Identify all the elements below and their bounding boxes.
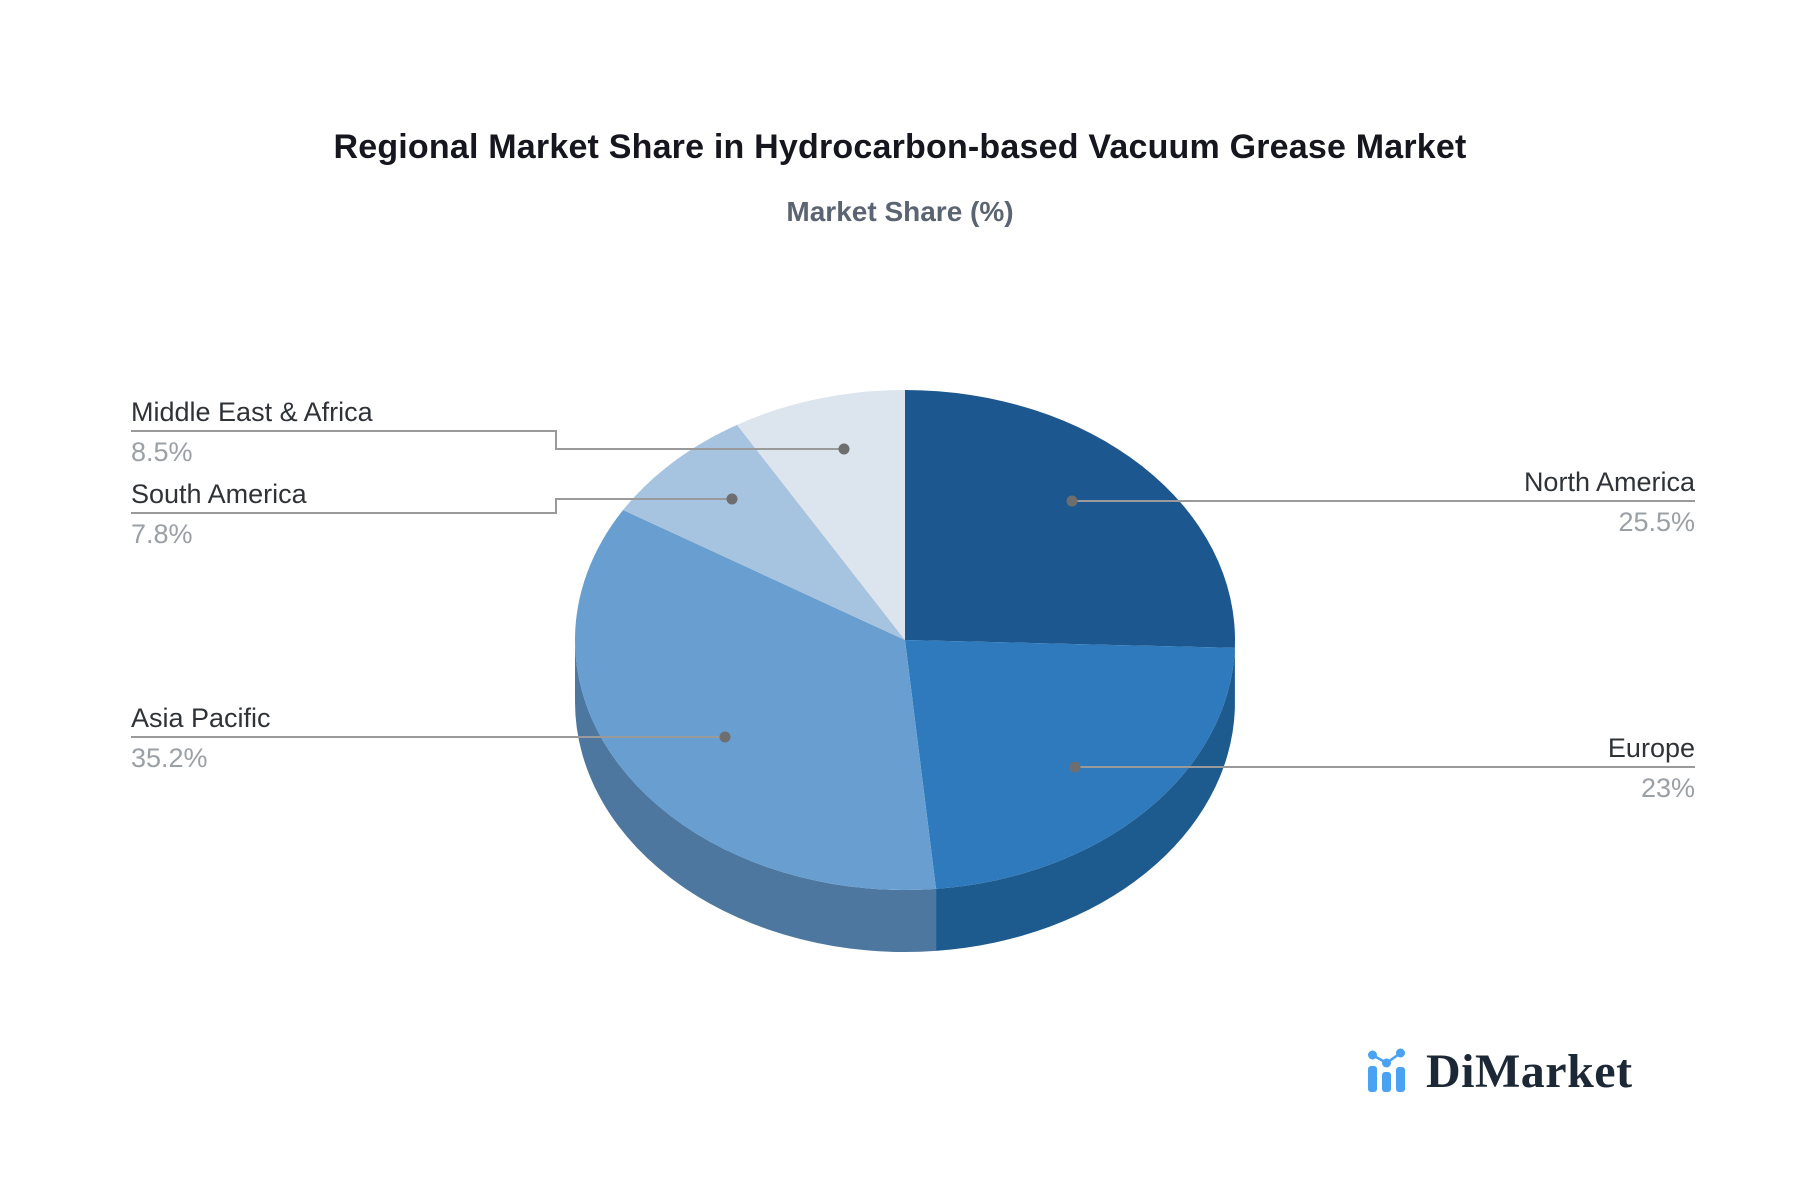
leader-line-middle-east-africa (131, 430, 844, 450)
callout-value: 25.5% (1618, 507, 1695, 537)
slice-middle-east-africa (737, 390, 905, 640)
callout-value: 8.5% (131, 437, 193, 467)
bar-line-chart-icon (1368, 1048, 1405, 1092)
slice-side-asia-pacific (575, 640, 937, 952)
callout-europe: Europe 23% (1608, 732, 1695, 804)
slice-side-europe (936, 647, 1235, 951)
leader-dot-middle-east-africa (838, 443, 850, 455)
slice-asia-pacific (574, 510, 937, 891)
slice-europe (905, 640, 1235, 889)
chart-subtitle: Market Share (%) (786, 196, 1014, 227)
leader-dot-south-america (726, 493, 738, 505)
brand-text: DiMarket (1426, 1045, 1633, 1098)
leader-line-south-america (131, 498, 732, 514)
callout-label: Europe (1607, 733, 1695, 763)
callout-label: North America (1523, 467, 1695, 497)
callout-asia-pacific: Asia Pacific 35.2% (131, 702, 271, 774)
leader-dot-north-america (1066, 495, 1078, 507)
callout-value: 7.8% (131, 519, 193, 549)
callout-label: Asia Pacific (131, 703, 271, 733)
callout-label: Middle East & Africa (131, 397, 373, 427)
callout-label: South America (131, 479, 307, 509)
callout-south-america: South America 7.8% (131, 478, 307, 550)
callout-value: 35.2% (131, 743, 208, 773)
callout-middle-east-africa: Middle East & Africa 8.5% (131, 396, 373, 468)
callout-value: 23% (1640, 773, 1695, 803)
slice-north-america (905, 390, 1235, 648)
brand-logo: DiMarket (1362, 1038, 1633, 1098)
chart-title: Regional Market Share in Hydrocarbon-bas… (333, 128, 1467, 166)
callout-north-america: North America 25.5% (1524, 466, 1695, 538)
slice-south-america (623, 424, 905, 640)
leader-dot-europe (1069, 761, 1081, 773)
leader-dot-asia-pacific (719, 731, 731, 743)
